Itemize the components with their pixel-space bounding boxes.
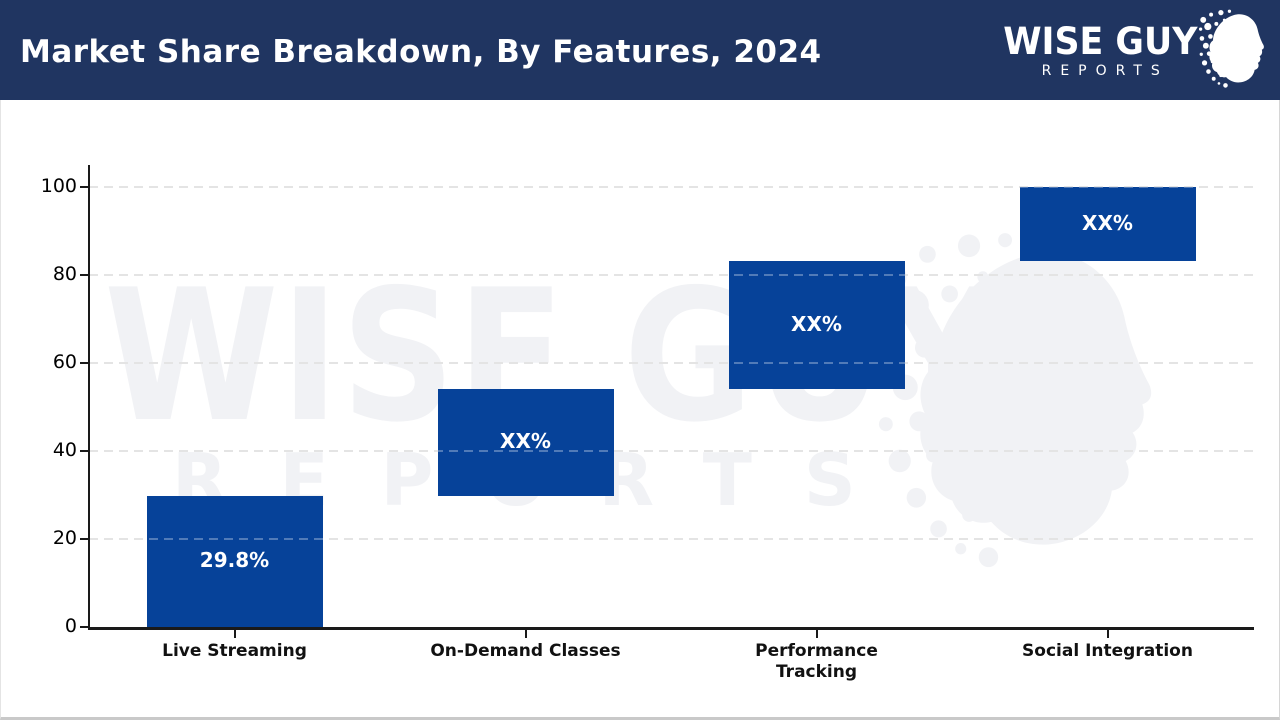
gridline-overlay <box>89 450 1253 452</box>
x-axis-category-label: Social Integration <box>1022 641 1193 661</box>
brand-name: WISE GUY <box>1003 20 1198 64</box>
y-axis-tick-label: 60 <box>52 351 77 373</box>
y-axis-tick-mark <box>80 538 89 540</box>
bar-value-label: XX% <box>791 311 842 336</box>
y-axis-tick-mark <box>80 186 89 188</box>
gridline-overlay <box>89 362 1253 364</box>
waterfall-bar <box>146 495 323 627</box>
waterfall-bar <box>437 388 614 496</box>
gridline <box>89 186 1253 188</box>
x-axis-category-label: Performance Tracking <box>755 641 878 683</box>
x-axis-category-label: On-Demand Classes <box>430 641 621 661</box>
y-axis-tick-mark <box>80 274 89 276</box>
y-axis-tick-label: 0 <box>64 615 77 637</box>
x-axis-spine <box>88 627 1254 630</box>
x-axis-tick-mark <box>524 629 527 638</box>
brand-logo: WISE GUY REPORTS <box>997 7 1270 95</box>
y-axis-tick-label: 20 <box>52 527 77 549</box>
y-axis-tick-mark <box>80 626 89 628</box>
y-axis-tick-label: 40 <box>52 439 77 461</box>
gridline <box>89 450 1253 452</box>
header-bar: Market Share Breakdown, By Features, 202… <box>0 0 1280 100</box>
bar-value-label: XX% <box>1082 210 1133 235</box>
waterfall-bar <box>728 260 905 389</box>
x-axis-tick-mark <box>233 629 236 638</box>
bar-value-label: 29.8% <box>199 548 270 573</box>
x-axis-tick-mark <box>1106 629 1109 638</box>
gridline <box>89 274 1253 276</box>
gridline-overlay <box>89 186 1253 188</box>
y-axis-tick-label: 80 <box>52 263 77 285</box>
gridline-overlay <box>89 538 1253 540</box>
y-axis-tick-mark <box>80 450 89 452</box>
brand-logo-text: WISE GUY REPORTS <box>997 20 1204 79</box>
gridline <box>89 362 1253 364</box>
brand-head-icon <box>1198 8 1270 94</box>
bar-value-label: XX% <box>500 429 551 454</box>
gridline-overlay <box>89 274 1253 276</box>
waterfall-bar <box>1019 187 1196 261</box>
page-title: Market Share Breakdown, By Features, 202… <box>20 34 822 70</box>
x-axis-category-label: Live Streaming <box>162 641 307 661</box>
brand-subtitle: REPORTS <box>1041 62 1169 79</box>
y-axis-tick-mark <box>80 362 89 364</box>
y-axis-spine <box>88 165 90 629</box>
gridline <box>89 538 1253 540</box>
x-axis-tick-mark <box>815 629 818 638</box>
y-axis-tick-label: 100 <box>40 175 77 197</box>
